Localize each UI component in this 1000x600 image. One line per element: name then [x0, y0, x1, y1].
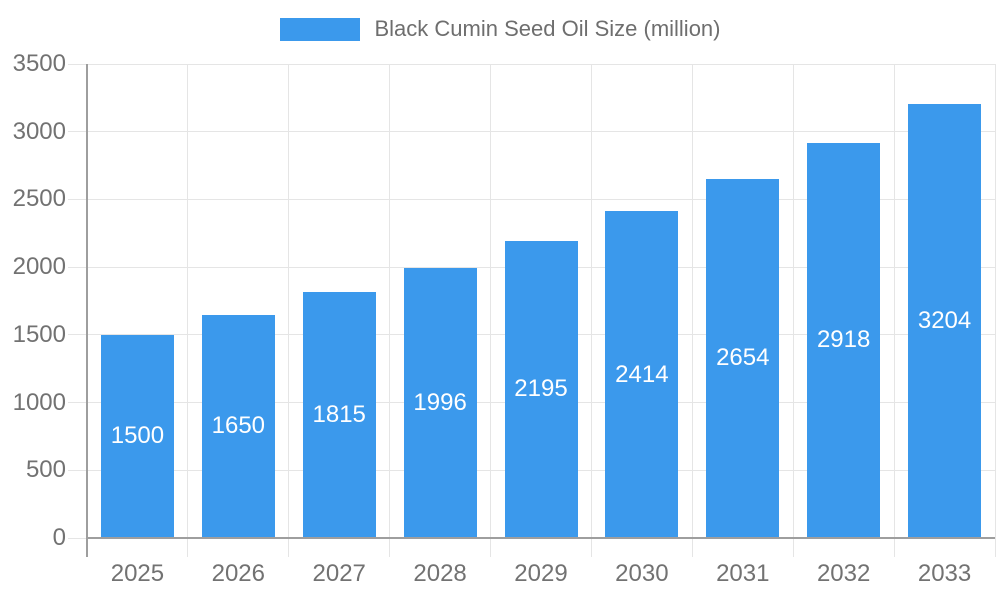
- x-axis-tick-label: 2028: [413, 560, 467, 587]
- x-axis-tick-label: 2026: [211, 560, 265, 587]
- y-gridline: [68, 63, 995, 65]
- bar-value-label: 1815: [312, 401, 366, 429]
- y-axis-line: [86, 64, 88, 557]
- x-gridline: [490, 64, 492, 557]
- y-axis-tick-label: 500: [25, 456, 66, 484]
- x-axis-tick-label: 2029: [514, 560, 568, 587]
- x-axis-tick-label: 2025: [110, 560, 165, 587]
- x-axis-tick-label: 2030: [615, 560, 669, 587]
- x-gridline: [792, 64, 794, 557]
- bar-value-label: 1500: [110, 422, 165, 450]
- x-gridline: [893, 64, 895, 557]
- x-axis-tick-label: 2027: [312, 560, 366, 587]
- y-axis-tick-label: 2500: [12, 185, 66, 213]
- bar[interactable]: 2414: [605, 211, 679, 538]
- y-gridline: [68, 131, 995, 133]
- bar[interactable]: 1996: [403, 267, 477, 538]
- x-axis-tick-label: 2033: [917, 560, 972, 587]
- bar-value-label: 2414: [615, 360, 669, 388]
- x-axis-line: [87, 537, 995, 539]
- x-gridline: [389, 64, 391, 557]
- y-axis-tick-label: 1000: [12, 388, 66, 416]
- x-gridline: [187, 64, 189, 557]
- bar-value-label: 2918: [816, 326, 871, 354]
- bar[interactable]: 1500: [100, 334, 174, 538]
- bar-value-label: 2654: [716, 344, 770, 372]
- y-axis-tick-label: 3000: [12, 117, 66, 145]
- bar[interactable]: 3204: [908, 104, 982, 538]
- legend-item[interactable]: Black Cumin Seed Oil Size (million): [0, 14, 1000, 44]
- bar[interactable]: 1650: [201, 314, 275, 538]
- x-gridline: [994, 64, 996, 557]
- x-gridline: [288, 64, 290, 557]
- legend-swatch: [279, 17, 360, 41]
- bar[interactable]: 2654: [706, 178, 780, 538]
- bar-value-label: 1650: [211, 412, 266, 440]
- y-gridline: [68, 198, 995, 200]
- y-axis-tick-label: 3500: [12, 50, 66, 77]
- bar[interactable]: 2195: [504, 240, 578, 538]
- x-gridline: [590, 64, 592, 557]
- x-gridline: [691, 64, 693, 557]
- bar-value-label: 2195: [514, 375, 568, 403]
- x-axis-tick-label: 2031: [716, 560, 770, 587]
- legend-label: Black Cumin Seed Oil Size (million): [374, 16, 721, 41]
- y-axis-tick-label: 1500: [12, 320, 66, 348]
- bar[interactable]: 1815: [302, 292, 376, 538]
- bar-value-label: 3204: [917, 307, 972, 335]
- bar[interactable]: 2918: [807, 142, 881, 538]
- x-axis-tick-label: 2032: [816, 560, 871, 587]
- y-axis-tick-label: 0: [52, 524, 66, 551]
- bar-value-label: 1996: [413, 388, 467, 416]
- y-axis-tick-label: 2000: [12, 253, 66, 281]
